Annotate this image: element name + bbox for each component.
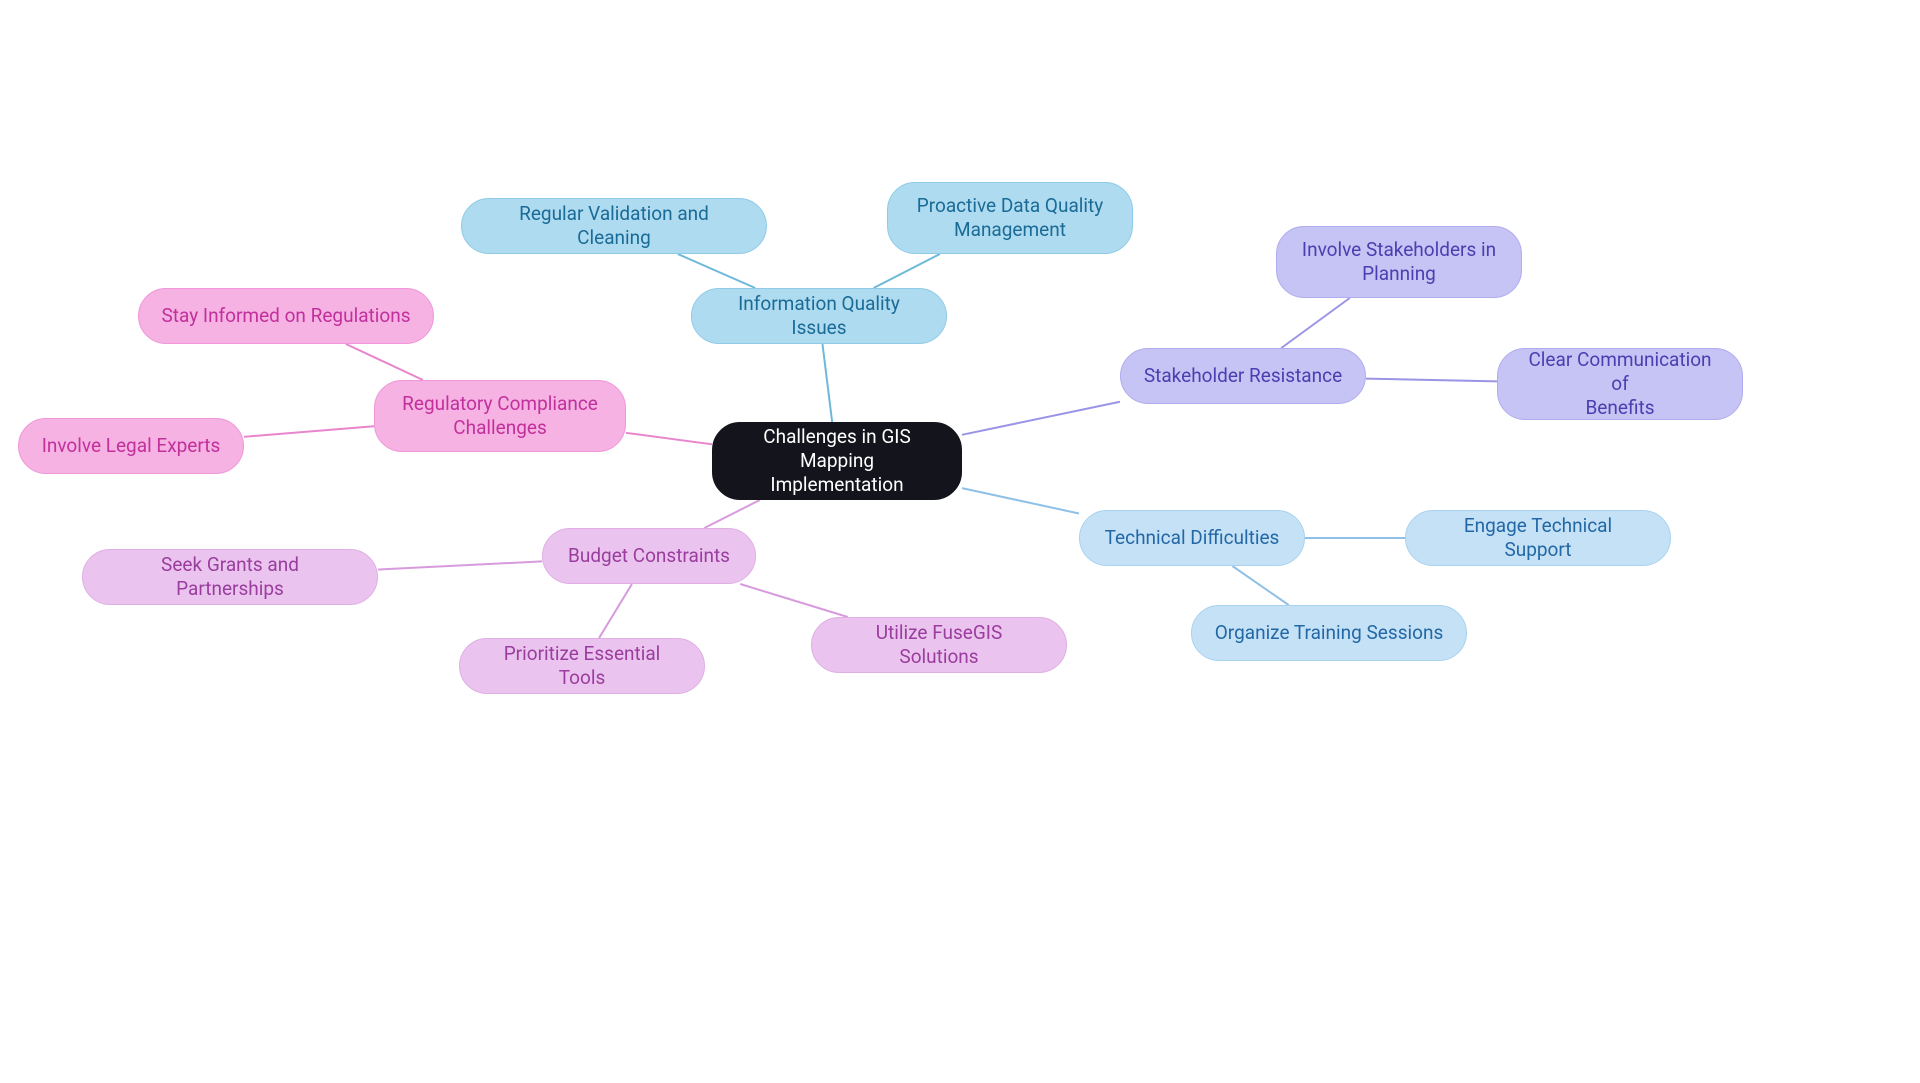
- edge-center-stakeholder: [962, 402, 1120, 435]
- edge-stakeholder-involve_planning: [1281, 298, 1349, 348]
- node-training: Organize Training Sessions: [1191, 605, 1467, 661]
- edge-regulatory-legal_experts: [244, 426, 374, 437]
- edge-technical-training: [1232, 566, 1288, 605]
- edge-regulatory-stay_informed: [346, 344, 423, 380]
- edge-stakeholder-clear_comm: [1366, 379, 1497, 382]
- edge-budget-seek_grants: [378, 561, 542, 569]
- edge-budget-fusegis: [740, 584, 848, 617]
- edge-center-info_quality: [822, 344, 832, 422]
- node-proactive: Proactive Data Quality Management: [887, 182, 1133, 254]
- edge-info_quality-reg_validation: [678, 254, 755, 288]
- node-clear_comm: Clear Communication of Benefits: [1497, 348, 1743, 420]
- node-prioritize: Prioritize Essential Tools: [459, 638, 705, 694]
- node-involve_planning: Involve Stakeholders in Planning: [1276, 226, 1522, 298]
- node-budget: Budget Constraints: [542, 528, 756, 584]
- edge-center-budget: [704, 500, 759, 528]
- node-seek_grants: Seek Grants and Partnerships: [82, 549, 378, 605]
- node-technical: Technical Difficulties: [1079, 510, 1305, 566]
- edge-budget-prioritize: [599, 584, 632, 638]
- node-center: Challenges in GIS Mapping Implementation: [712, 422, 962, 500]
- node-engage_support: Engage Technical Support: [1405, 510, 1671, 566]
- node-info_quality: Information Quality Issues: [691, 288, 947, 344]
- edge-center-technical: [962, 488, 1079, 513]
- edge-center-regulatory: [626, 433, 712, 444]
- node-regulatory: Regulatory Compliance Challenges: [374, 380, 626, 452]
- node-fusegis: Utilize FuseGIS Solutions: [811, 617, 1067, 673]
- node-stakeholder: Stakeholder Resistance: [1120, 348, 1366, 404]
- node-stay_informed: Stay Informed on Regulations: [138, 288, 434, 344]
- node-legal_experts: Involve Legal Experts: [18, 418, 244, 474]
- node-reg_validation: Regular Validation and Cleaning: [461, 198, 767, 254]
- edge-info_quality-proactive: [874, 254, 940, 288]
